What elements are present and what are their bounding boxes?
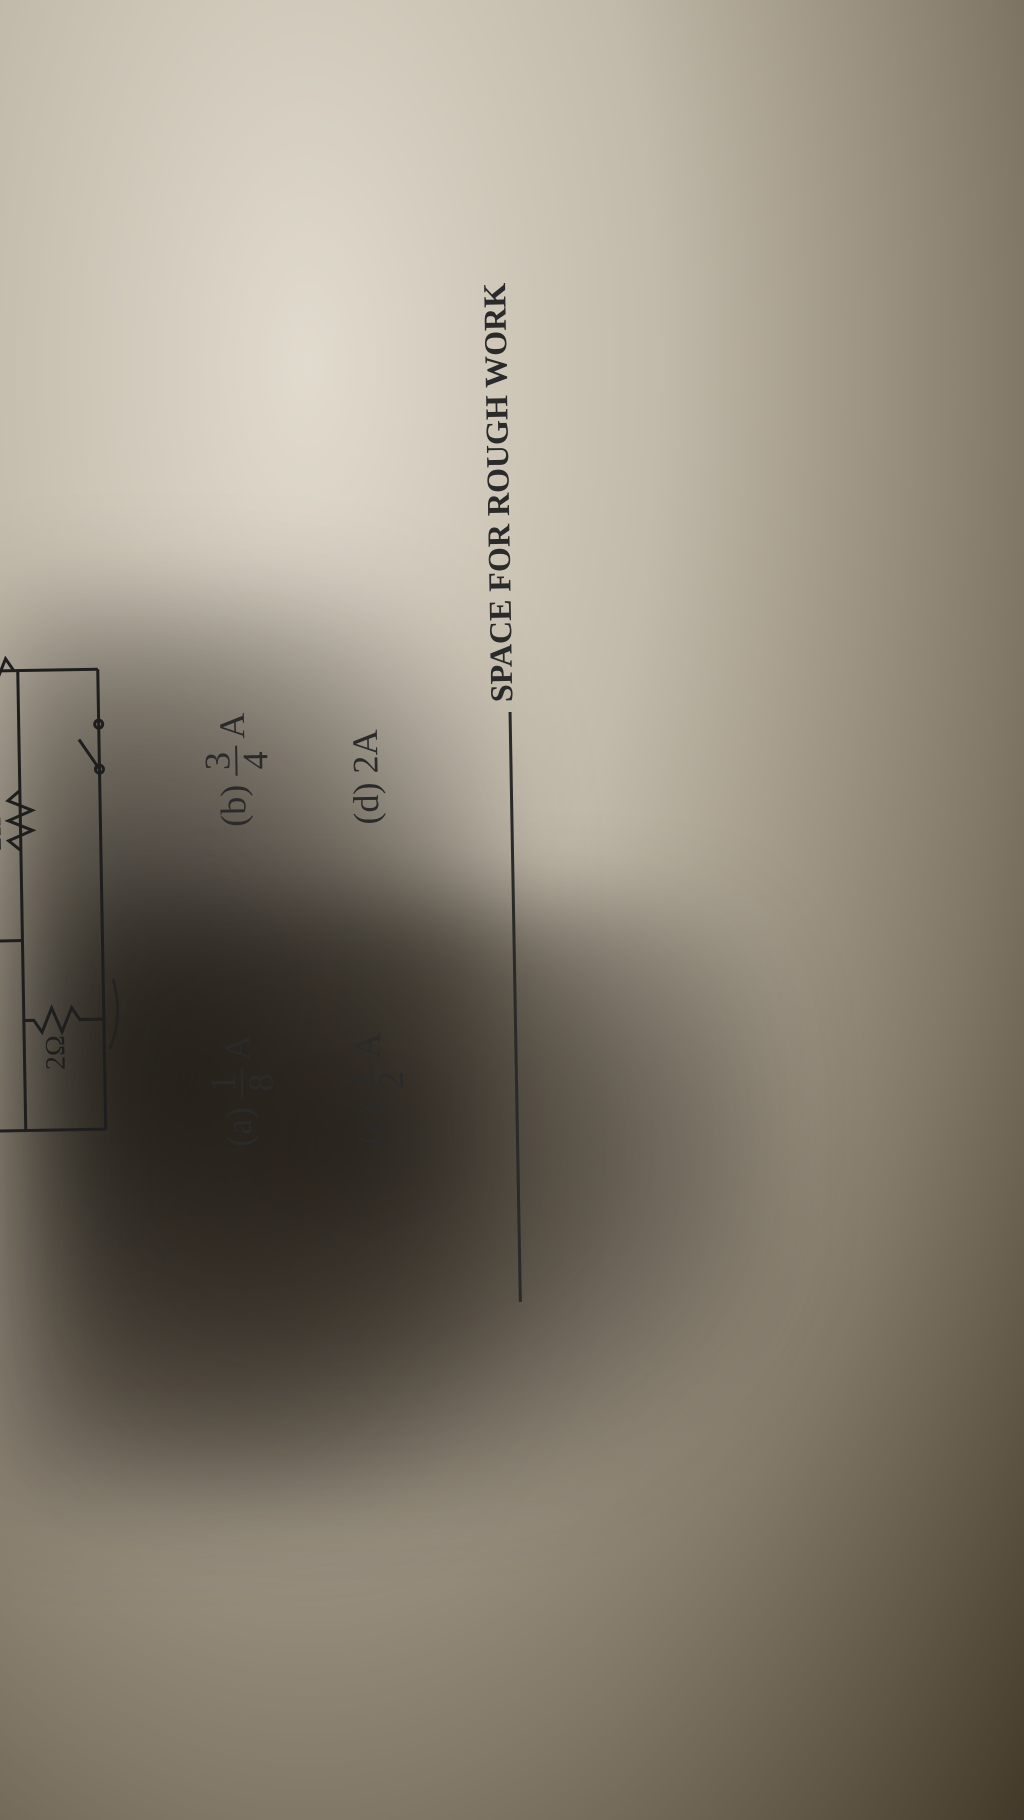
circuit-diagram: 2Ω 2V A 2Ω 2Ω 2Ω xyxy=(0,648,156,1172)
option-a: (a) 1 8 A xyxy=(204,1034,280,1147)
option-c-prefix: (c) xyxy=(349,1104,390,1145)
footer-text: SPACE FOR ROUGH WORK xyxy=(476,283,520,703)
option-b-unit: A xyxy=(212,713,252,740)
option-a-unit: A xyxy=(217,1034,257,1061)
option-a-fraction: 1 8 xyxy=(205,1067,280,1098)
page-content: (c) 3 SECTION: B SCIENCE 11. The reading… xyxy=(0,382,1024,1438)
option-b-fraction: 3 4 xyxy=(199,745,274,776)
option-d-prefix: (d) xyxy=(346,782,387,825)
option-b-prefix: (b) xyxy=(213,785,254,828)
option-d-value: 2A xyxy=(345,729,386,774)
footer-rule xyxy=(509,712,522,1302)
resistor-label-mid-left: 2Ω xyxy=(40,1035,72,1070)
option-a-prefix: (a) xyxy=(219,1106,260,1147)
option-c-fraction: 1 2 xyxy=(335,1065,410,1096)
option-b: (b) 3 4 A xyxy=(199,712,275,827)
option-d: (d) 2A xyxy=(344,729,388,825)
resistor-label-mid-right: 2Ω xyxy=(0,816,8,851)
option-c: (c) 1 2 A xyxy=(334,1032,410,1145)
option-c-unit: A xyxy=(347,1032,387,1059)
resistor-label-right: 2Ω xyxy=(0,696,6,731)
